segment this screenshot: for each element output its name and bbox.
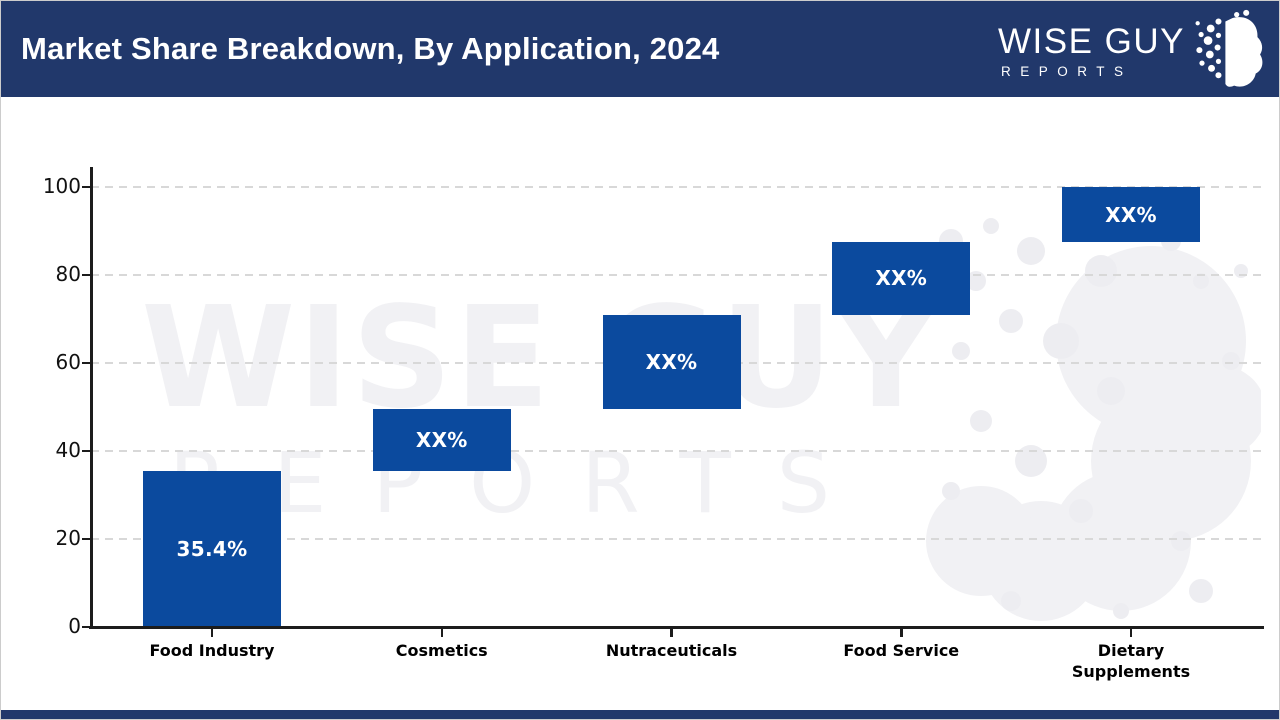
x-category-label: Food Industry (149, 641, 275, 660)
brand-logo-text: WISE GUY REPORTS (998, 23, 1185, 79)
y-tick-label: 60 (55, 350, 81, 374)
x-category-label: Cosmetics (395, 641, 488, 660)
watermark-text-wiseguy: WISE GUY (141, 277, 939, 440)
x-tick-mark (900, 628, 903, 637)
bar-value-label: XX% (415, 428, 468, 453)
watermark-face-dots-icon (926, 218, 1261, 621)
brand-subname: REPORTS (1000, 63, 1133, 79)
brand-face-icon (1195, 9, 1263, 87)
y-tick-label: 40 (55, 438, 81, 462)
x-tick-mark (210, 628, 214, 637)
y-tick-label: 20 (55, 526, 81, 550)
header-bar: Market Share Breakdown, By Application, … (1, 1, 1279, 97)
y-tick-mark (82, 449, 91, 453)
brand-name: WISE GUY (997, 22, 1185, 62)
bar-value-label: 35.4% (176, 537, 248, 562)
x-category-label: Nutraceuticals (605, 641, 738, 660)
page-title: Market Share Breakdown, By Application, … (21, 31, 720, 66)
x-axis-line (89, 626, 1264, 629)
y-tick-label: 80 (55, 262, 81, 286)
y-tick-mark (82, 273, 91, 277)
bar-segment: XX% (602, 314, 741, 410)
y-gridline (91, 274, 1263, 276)
x-tick-mark (1129, 628, 1133, 637)
bar-segment: XX% (372, 409, 511, 472)
y-gridline (91, 186, 1263, 188)
y-gridline (91, 538, 1263, 540)
x-category-label: Dietary Supplements (1071, 641, 1191, 681)
footer-bar (1, 710, 1279, 719)
y-tick-label: 0 (68, 614, 81, 638)
y-tick-mark (82, 625, 91, 629)
bar-value-label: XX% (1105, 202, 1157, 227)
bar-segment: 35.4% (143, 471, 281, 627)
bar-value-label: XX% (875, 266, 928, 291)
x-category-label: Food Service (843, 641, 960, 660)
y-gridline (91, 450, 1263, 452)
bar-value-label: XX% (645, 349, 698, 374)
bar-segment: XX% (832, 242, 971, 315)
y-axis-line (90, 167, 93, 629)
x-tick-mark (670, 628, 673, 637)
brand-logo: WISE GUY REPORTS (998, 9, 1267, 93)
y-tick-mark (82, 537, 91, 541)
bar-segment: XX% (1062, 187, 1200, 242)
x-tick-mark (440, 628, 443, 637)
y-tick-mark (82, 361, 91, 365)
y-tick-label: 100 (42, 174, 81, 198)
y-tick-mark (82, 185, 91, 189)
